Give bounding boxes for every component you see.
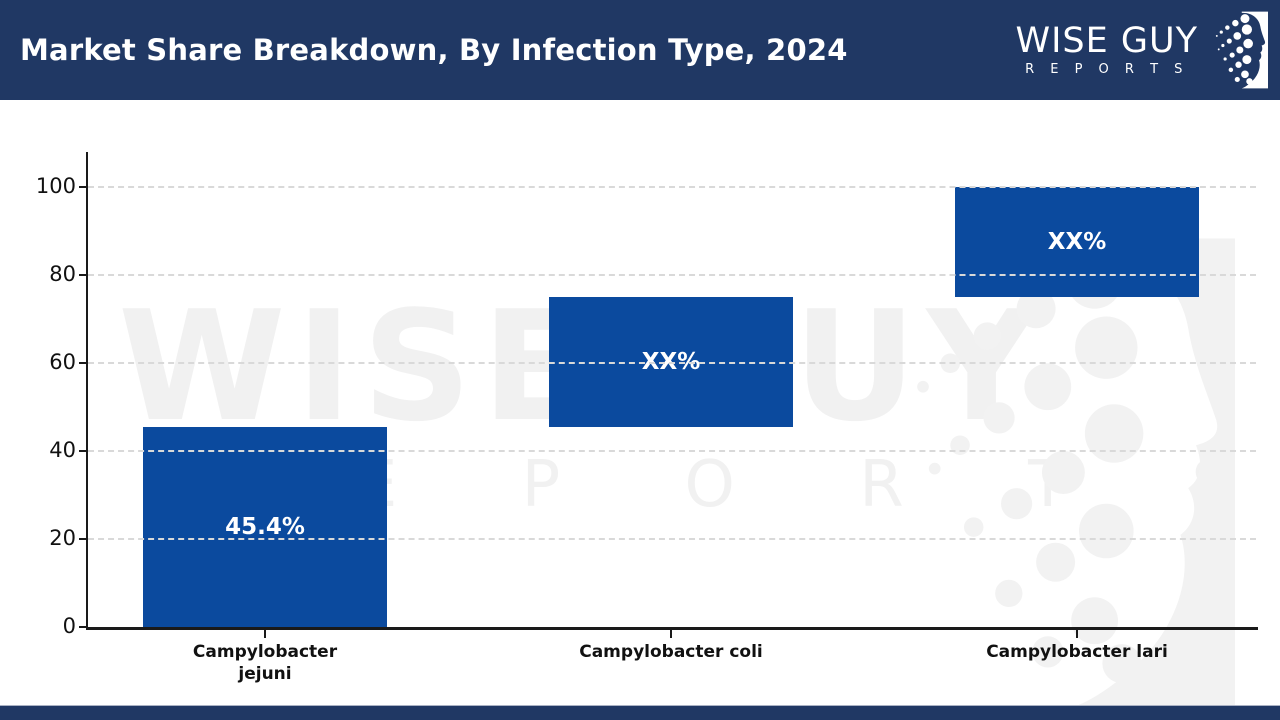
x-axis-label-jejuni: Campylobacter jejuni	[192, 642, 338, 685]
gridline	[88, 450, 1256, 452]
wise-guy-reports-logo: WISE GUY R E P O R T S	[1015, 8, 1268, 92]
x-tick-mark	[264, 630, 266, 638]
bar-value-label: XX%	[1047, 229, 1107, 255]
header-band: Market Share Breakdown, By Infection Typ…	[0, 0, 1280, 100]
x-tick-mark	[670, 630, 672, 638]
y-tick-label: 20	[49, 526, 76, 550]
x-axis-line	[86, 627, 1258, 630]
bar-campylobacter-jejuni: 45.4%	[143, 427, 387, 627]
logo-face-icon	[1215, 11, 1268, 89]
gridline	[88, 362, 1256, 364]
x-tick-mark	[1076, 630, 1078, 638]
logo-text: WISE GUY R E P O R T S	[1015, 23, 1198, 77]
page-title: Market Share Breakdown, By Infection Typ…	[20, 33, 848, 67]
x-axis-label-lari: Campylobacter lari	[986, 642, 1168, 662]
bar-value-label: 45.4%	[225, 514, 305, 541]
footer-band	[0, 705, 1280, 720]
watermark-face-icon	[917, 238, 1235, 707]
gridline	[88, 186, 1256, 188]
y-tick-mark	[79, 186, 87, 188]
y-axis-line	[86, 152, 88, 630]
logo-subtitle: R E P O R T S	[1025, 61, 1189, 77]
y-tick-mark	[79, 538, 87, 540]
x-axis-label-coli: Campylobacter coli	[579, 642, 763, 662]
bar-campylobacter-lari: XX%	[955, 187, 1199, 297]
y-tick-mark	[79, 626, 87, 628]
y-tick-mark	[79, 362, 87, 364]
y-tick-label: 80	[49, 262, 76, 286]
y-tick-mark	[79, 274, 87, 276]
y-tick-label: 0	[62, 614, 76, 638]
gridline	[88, 538, 1256, 540]
y-tick-mark	[79, 450, 87, 452]
y-tick-label: 100	[35, 174, 76, 198]
logo-name: WISE GUY	[1015, 21, 1198, 62]
gridline	[88, 274, 1256, 276]
y-tick-label: 60	[49, 350, 76, 374]
y-tick-label: 40	[49, 438, 76, 462]
